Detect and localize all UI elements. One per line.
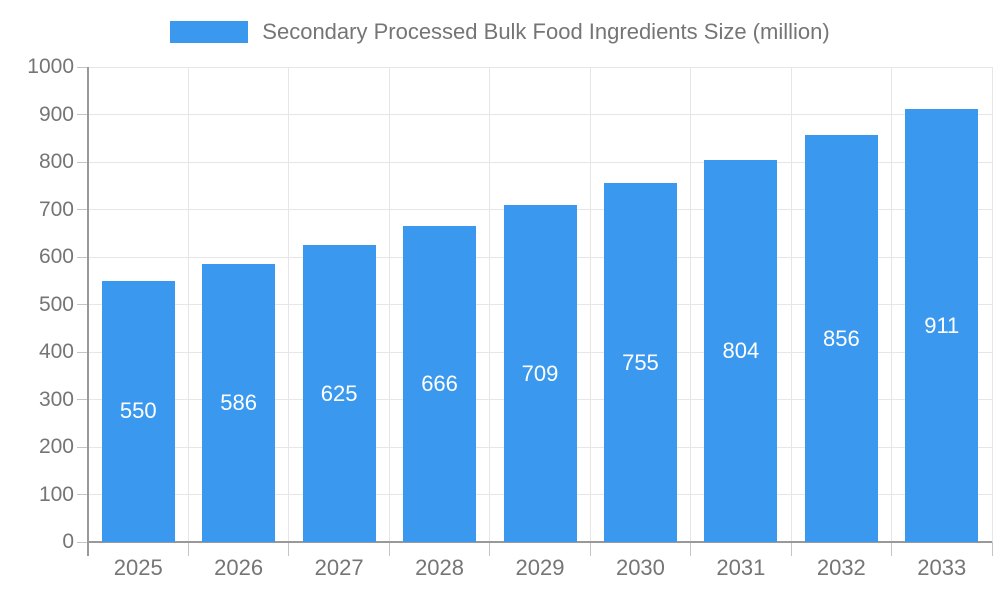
x-axis-label: 2029 (515, 555, 565, 580)
x-axis-label: 2026 (214, 555, 264, 580)
x-axis-tick (891, 542, 893, 556)
gridline-vertical (991, 67, 993, 542)
x-axis-label: 2033 (917, 555, 967, 580)
gridline-vertical (891, 67, 893, 542)
x-axis-tick (288, 542, 290, 556)
bar: 755 (603, 183, 677, 542)
bar-value-label: 666 (421, 370, 458, 396)
gridline-horizontal (88, 114, 992, 115)
gridline-horizontal (88, 66, 992, 68)
bar: 586 (202, 263, 276, 542)
y-axis-label: 900 (38, 102, 74, 126)
y-axis-line (87, 67, 89, 556)
y-axis-label: 700 (38, 197, 74, 221)
y-axis-tick (77, 256, 87, 258)
y-axis-label: 100 (38, 482, 74, 506)
x-axis-label: 2030 (615, 555, 665, 580)
gridline-vertical (489, 67, 491, 542)
x-axis-label: 2028 (415, 555, 465, 580)
bar: 666 (403, 225, 477, 542)
y-axis-tick (77, 351, 87, 353)
x-axis-line (88, 541, 992, 543)
bar-value-label: 856 (822, 325, 860, 351)
bar-value-label: 709 (521, 360, 559, 386)
x-axis-tick (589, 542, 591, 556)
x-axis-tick (388, 542, 390, 556)
y-axis-label: 500 (38, 292, 74, 316)
x-axis-tick (489, 542, 491, 556)
gridline-vertical (288, 67, 290, 542)
bar: 804 (704, 160, 778, 542)
x-axis-label: 2031 (716, 555, 766, 580)
legend-label[interactable]: Secondary Processed Bulk Food Ingredient… (262, 19, 830, 44)
x-axis-label: 2027 (314, 555, 364, 580)
y-axis-tick (77, 161, 87, 163)
gridline-vertical (589, 67, 591, 542)
bar-value-label: 625 (320, 380, 358, 406)
bar-value-label: 755 (622, 349, 659, 375)
x-axis-label: 2025 (113, 555, 163, 580)
y-axis-label: 0 (62, 530, 74, 553)
y-axis-tick (77, 114, 87, 115)
y-axis-label: 200 (38, 435, 74, 458)
gridline-vertical (388, 67, 390, 542)
y-axis-tick (77, 66, 87, 68)
bar: 550 (101, 280, 175, 542)
y-axis-tick (77, 209, 87, 210)
plot-area: 0 100 200 300 400 500 600 700 800 900 1000 550 2025 5… (27, 56, 993, 580)
y-axis-tick (77, 541, 87, 543)
bar: 709 (503, 205, 577, 542)
y-axis-tick (77, 304, 87, 305)
y-axis-label: 600 (38, 245, 74, 268)
y-axis-label: 400 (38, 340, 74, 363)
bar: 625 (302, 245, 376, 542)
y-axis-label: 300 (38, 387, 74, 411)
y-axis-tick (77, 399, 87, 400)
y-axis-label: 1000 (27, 55, 74, 78)
x-axis-tick (790, 542, 792, 556)
bar-value-label: 550 (119, 398, 157, 424)
bar: 856 (804, 135, 878, 542)
x-axis-label: 2032 (816, 555, 866, 580)
x-axis-tick (187, 542, 189, 556)
gridline-vertical (790, 67, 792, 542)
x-axis-tick (690, 542, 692, 556)
y-axis-label: 800 (38, 150, 74, 173)
gridline-horizontal (88, 161, 992, 163)
bar-value-label: 911 (924, 312, 960, 338)
legend[interactable]: Secondary Processed Bulk Food Ingredient… (0, 19, 1000, 45)
y-axis-tick (77, 494, 87, 495)
x-axis-tick (991, 542, 993, 556)
y-axis-tick (77, 446, 87, 448)
legend-swatch-icon[interactable] (170, 21, 249, 43)
bar-value-label: 804 (722, 338, 760, 364)
gridline-vertical (690, 67, 692, 542)
bar-value-label: 586 (220, 389, 258, 415)
bar: 911 (905, 109, 979, 542)
gridline-vertical (187, 67, 189, 542)
